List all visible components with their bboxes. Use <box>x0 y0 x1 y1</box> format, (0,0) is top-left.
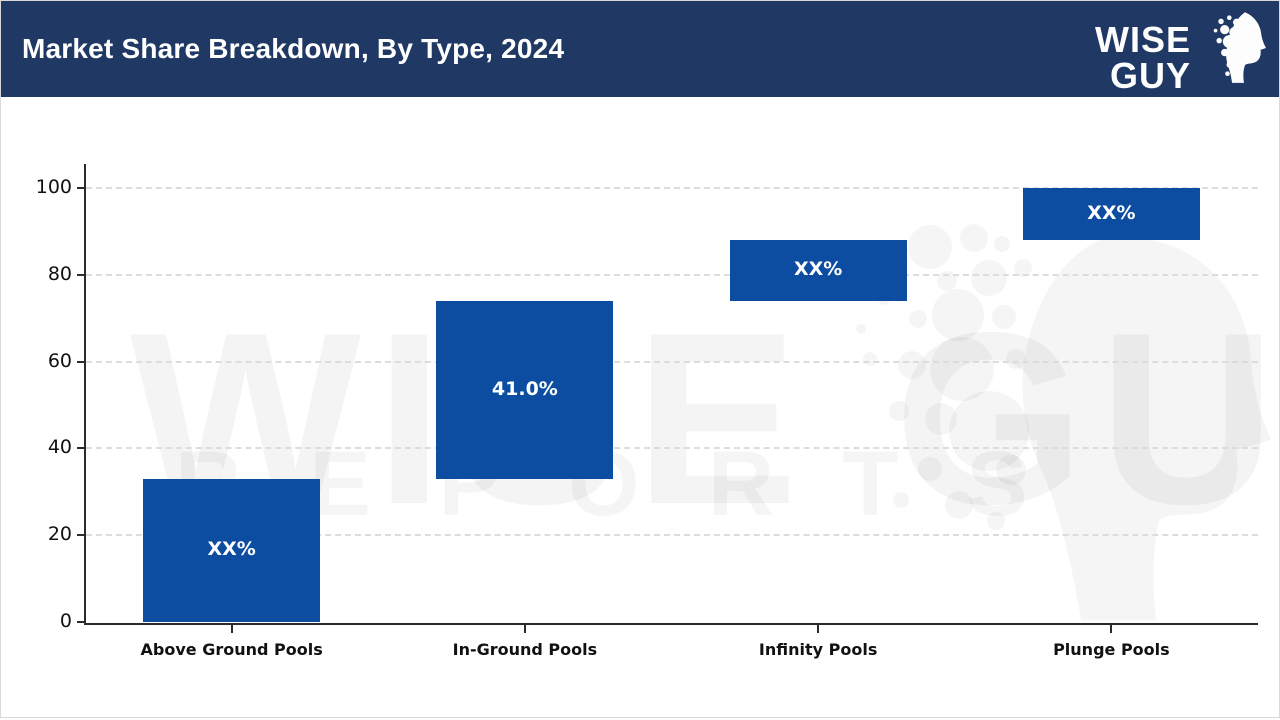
y-gridline <box>86 360 1258 363</box>
y-axis-spine <box>84 164 86 625</box>
brand-subtitle: REPORTS <box>1066 96 1189 111</box>
y-tick-mark <box>77 534 85 537</box>
category-label: In-Ground Pools <box>452 640 598 659</box>
category-label: Plunge Pools <box>1053 640 1170 659</box>
bar-value-label: XX% <box>207 538 256 561</box>
category-label: Above Ground Pools <box>140 640 323 659</box>
bar-value-label: XX% <box>1087 202 1136 225</box>
x-tick-mark <box>1110 625 1113 633</box>
y-tick-label: 60 <box>47 349 72 372</box>
bar-above-ground-pools <box>143 478 321 622</box>
bar-plunge-pools <box>1022 188 1200 241</box>
y-tick-label: 0 <box>59 610 72 632</box>
bar-in-ground-pools <box>436 300 614 479</box>
brand-head-icon <box>1213 12 1266 83</box>
y-gridline <box>86 273 1258 276</box>
y-gridline <box>86 187 1258 189</box>
y-tick-mark <box>77 187 85 189</box>
brand-logo-text: WISE GUY REPORTS <box>1016 19 1191 112</box>
category-label: Infinity Pools <box>758 640 878 659</box>
y-tick-label: 20 <box>47 523 72 546</box>
chart-title: Market Share Breakdown, By Type, 2024 <box>22 32 565 64</box>
y-gridline <box>86 534 1258 537</box>
x-tick-mark <box>523 625 526 633</box>
bar-value-label: XX% <box>793 258 843 281</box>
bar-infinity-pools <box>729 240 907 301</box>
brand-logo: WISE GUY REPORTS <box>1016 8 1266 111</box>
y-tick-label: 80 <box>47 262 72 285</box>
y-tick-label: 40 <box>47 436 72 459</box>
y-tick-label: 100 <box>35 176 72 198</box>
brand-name: WISE GUY <box>1094 19 1191 96</box>
bar-value-label: 41.0% <box>491 377 558 400</box>
header-bar: Market Share Breakdown, By Type, 2024 WI… <box>0 0 1280 111</box>
y-gridline <box>86 447 1258 450</box>
y-tick-mark <box>77 621 85 623</box>
x-tick-mark <box>230 625 233 633</box>
y-tick-mark <box>77 447 85 450</box>
y-tick-mark <box>77 360 85 363</box>
x-tick-mark <box>817 625 820 633</box>
y-tick-mark <box>77 273 85 276</box>
x-axis-spine <box>84 623 1258 625</box>
